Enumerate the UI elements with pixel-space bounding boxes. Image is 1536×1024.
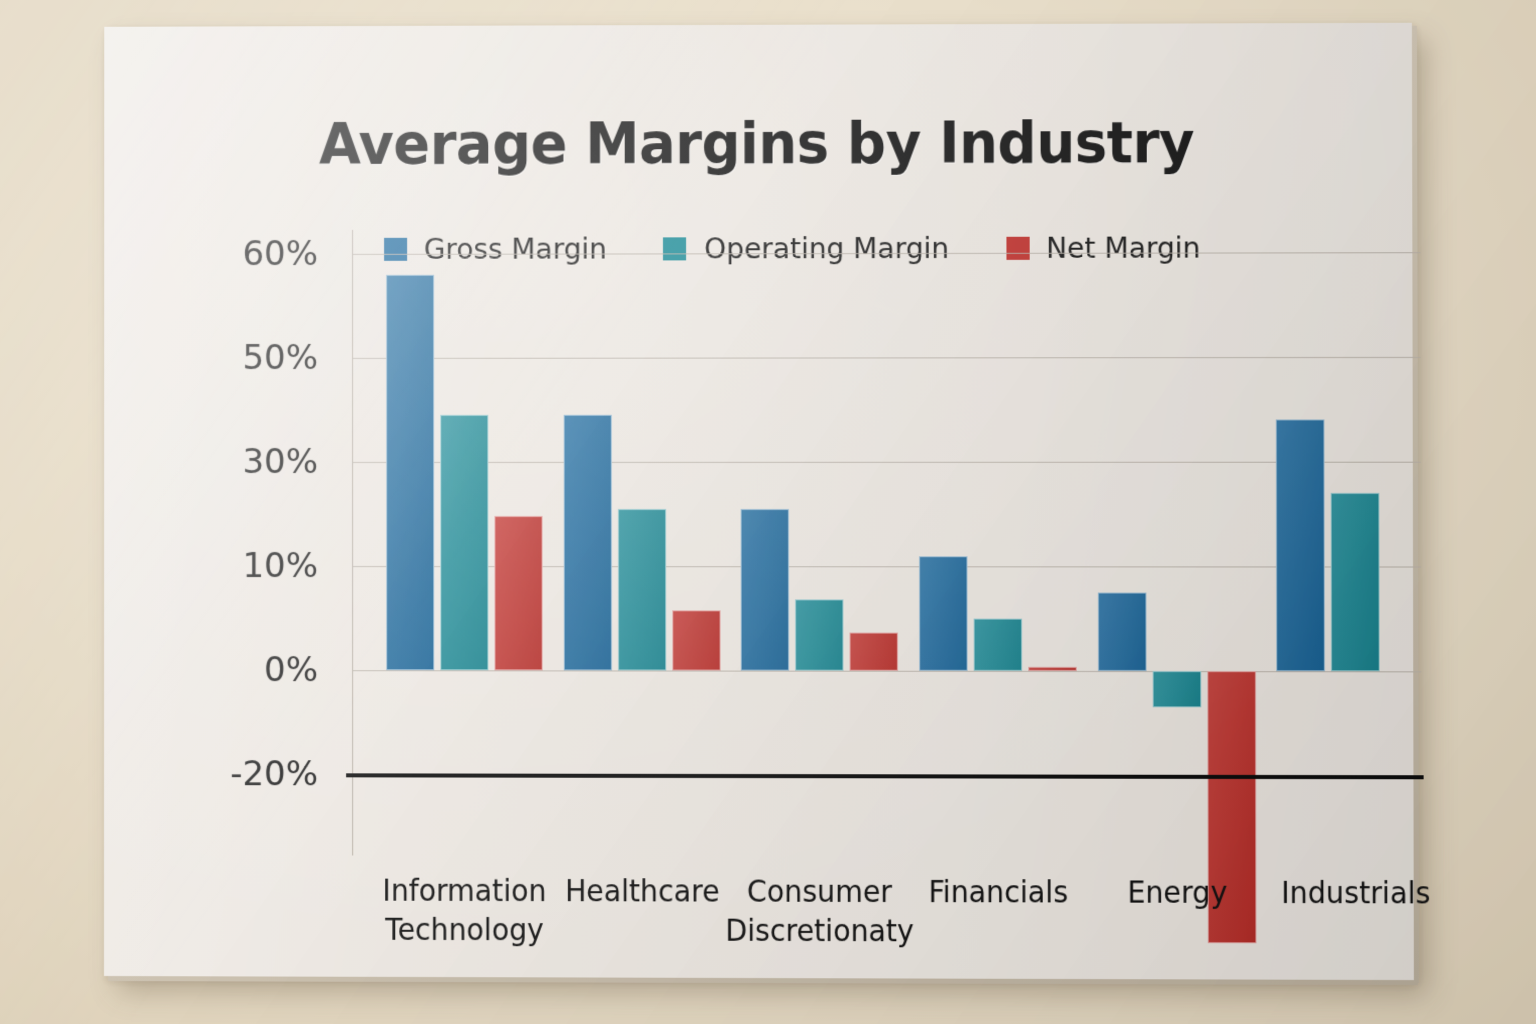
plot-area [346, 228, 1424, 944]
bar-net-margin[interactable] [849, 632, 899, 671]
y-tick-label: 30% [242, 441, 319, 482]
y-tick-label: 10% [242, 546, 319, 587]
y-tick-label: 50% [242, 337, 319, 379]
chart-title: Average Margins by Industry [319, 109, 1195, 179]
printed-chart-board: Average Margins by Industry Gross Margin… [103, 22, 1431, 986]
baseline-axis-line [346, 773, 1424, 780]
bar-operating-margin[interactable] [440, 415, 489, 671]
y-axis-tick-labels: 60% 50% 30% 10% 0% -20% [104, 230, 336, 856]
bar-gross-margin[interactable] [1276, 419, 1326, 672]
y-tick-label: 0% [264, 650, 319, 691]
bar-gross-margin[interactable] [740, 508, 790, 671]
x-axis-tick-labels: Information Technology Healthcare Consumer… [352, 872, 1431, 986]
gridline [352, 461, 1421, 463]
bar-operating-margin[interactable] [973, 618, 1023, 671]
bar-operating-margin[interactable] [1152, 671, 1201, 708]
x-tick-label: Financials [928, 874, 1069, 911]
x-tick-label: Consumer Discretionaty [725, 874, 915, 950]
x-tick-label: Industrials [1281, 875, 1431, 912]
bar-operating-margin[interactable] [795, 599, 844, 671]
bar-gross-margin[interactable] [1097, 592, 1147, 672]
bar-gross-margin[interactable] [563, 414, 612, 671]
bar-gross-margin[interactable] [386, 274, 435, 671]
bar-net-margin[interactable] [671, 610, 721, 671]
gridline [352, 252, 1421, 255]
bar-gross-margin[interactable] [919, 555, 968, 671]
y-tick-label: -20% [230, 754, 319, 795]
y-tick-label: 60% [242, 233, 319, 275]
x-tick-label: Information Technology [382, 873, 547, 949]
y-axis-line [352, 229, 354, 856]
x-tick-label: Healthcare [564, 874, 720, 910]
gridline [352, 356, 1421, 359]
bar-operating-margin[interactable] [617, 508, 666, 671]
bar-net-margin[interactable] [494, 516, 543, 671]
bar-operating-margin[interactable] [1330, 493, 1381, 672]
bar-net-margin[interactable] [1028, 666, 1077, 671]
x-tick-label: Energy [1126, 875, 1228, 911]
